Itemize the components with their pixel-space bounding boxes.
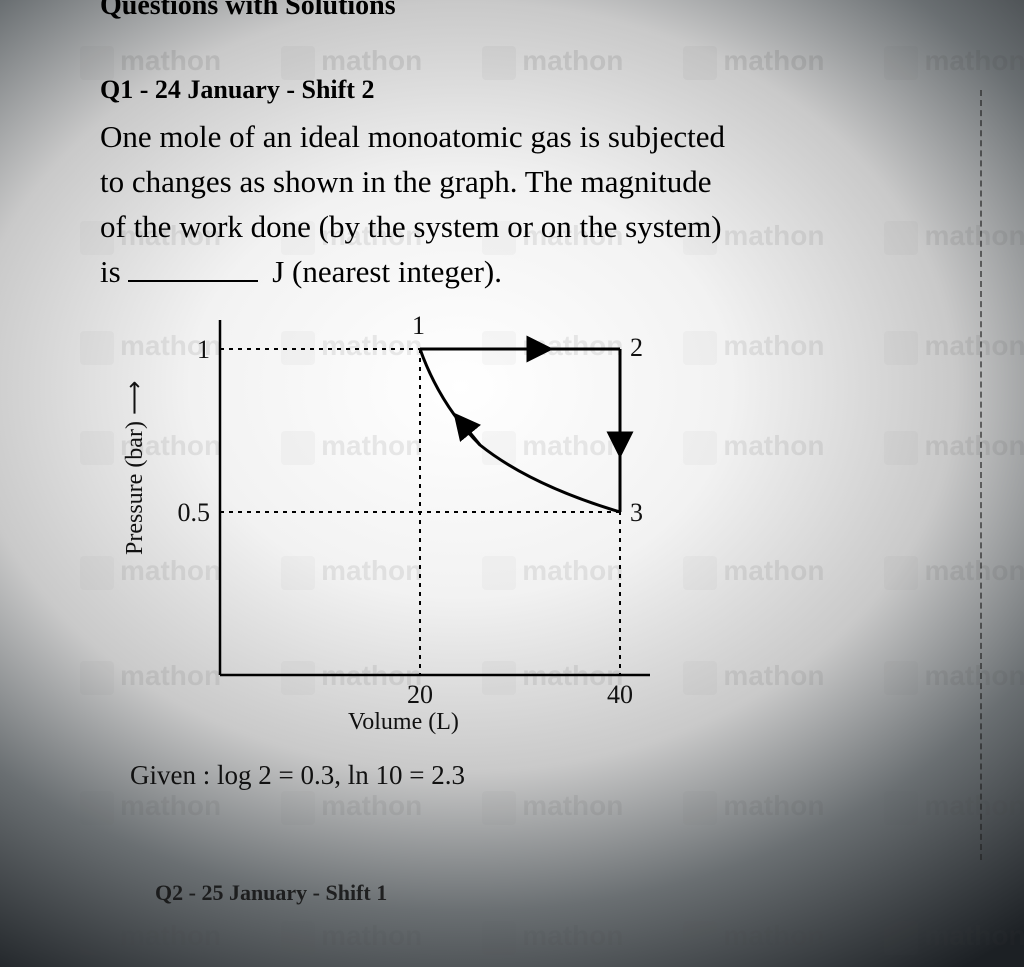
question-line-prefix: is (100, 254, 121, 289)
x-tick-label: 40 (595, 680, 645, 710)
watermark-row: mathon mathon mathon mathon mathon (80, 920, 1024, 955)
point-label-2: 2 (630, 333, 643, 363)
arrow-3-1-icon (462, 423, 480, 445)
y-tick-label: 1 (160, 335, 210, 365)
watermark-row: mathon mathon mathon mathon mathon (80, 790, 1024, 825)
x-tick-label: 20 (395, 680, 445, 710)
question-text: One mole of an ideal monoatomic gas is s… (100, 115, 950, 295)
next-question-header: Q2 - 25 January - Shift 1 (155, 880, 387, 906)
question-header: Q1 - 24 January - Shift 2 (100, 75, 374, 105)
point-label-3: 3 (630, 498, 643, 528)
answer-blank (128, 280, 258, 282)
truncated-heading: Questions with Solutions (100, 0, 396, 22)
y-tick-label: 0.5 (160, 498, 210, 528)
question-line: to changes as shown in the graph. The ma… (100, 164, 712, 199)
question-line-suffix: J (nearest integer). (272, 254, 502, 289)
page: mathon mathon mathon mathon mathon matho… (0, 0, 1024, 967)
pv-chart: 1 0.5 20 40 1 2 3 Pressure (bar) ⟶ Volum… (130, 305, 690, 745)
process-3-1 (420, 349, 620, 512)
question-line: One mole of an ideal monoatomic gas is s… (100, 119, 725, 154)
section-divider (980, 90, 982, 860)
given-text: Given : log 2 = 0.3, ln 10 = 2.3 (130, 760, 465, 791)
x-axis-label: Volume (L) (348, 709, 459, 736)
point-label-1: 1 (412, 311, 425, 341)
question-line: of the work done (by the system or on th… (100, 209, 722, 244)
y-axis-label: Pressure (bar) ⟶ (120, 381, 149, 555)
